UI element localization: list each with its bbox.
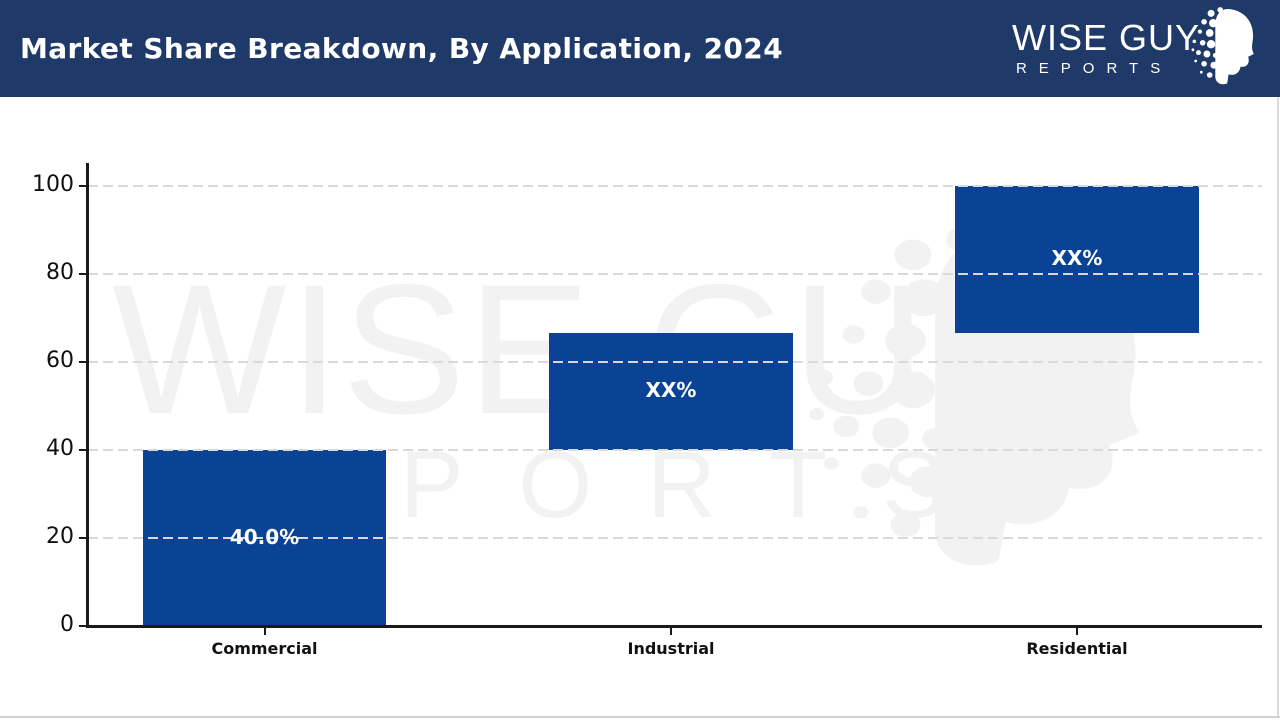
x-axis-category-label: Residential <box>1026 639 1128 658</box>
x-axis-category-label: Industrial <box>627 639 715 658</box>
y-axis-tick-label: 0 <box>60 612 74 637</box>
y-axis-tick-label: 80 <box>46 260 74 285</box>
y-axis-tick-label: 60 <box>46 348 74 373</box>
y-tick-mark <box>79 361 88 363</box>
header-bar: Market Share Breakdown, By Application, … <box>0 0 1280 97</box>
y-axis-tick-label: 40 <box>46 436 74 461</box>
x-tick-mark <box>263 627 266 635</box>
brand-logo-text: WISE GUY REPORTS <box>1011 17 1200 78</box>
bar-industrial <box>549 332 793 450</box>
y-axis-tick-label: 100 <box>32 172 74 197</box>
y-axis-line <box>86 163 89 628</box>
gridline-80 <box>88 273 1262 275</box>
dotted-head-logo-icon <box>1191 6 1254 84</box>
y-tick-mark <box>79 537 88 539</box>
gridline-40 <box>88 449 1262 451</box>
bar-value-label: XX% <box>645 378 697 403</box>
bar-value-label: XX% <box>1051 246 1103 271</box>
x-axis-line <box>86 625 1262 628</box>
gridline-100 <box>88 185 1262 187</box>
gridline-60 <box>88 361 1262 363</box>
y-tick-mark <box>79 625 88 627</box>
logo-subtext: REPORTS <box>1015 60 1173 77</box>
gridline-20 <box>88 537 1262 539</box>
brand-logo: WISE GUY REPORTS <box>1011 6 1262 89</box>
bottom-divider <box>0 716 1280 718</box>
page-title: Market Share Breakdown, By Application, … <box>20 32 784 65</box>
y-tick-mark <box>79 449 88 451</box>
x-tick-mark <box>670 627 672 635</box>
bar-value-label: 40.0% <box>229 525 300 549</box>
y-tick-mark <box>79 185 88 187</box>
y-tick-mark <box>79 273 88 275</box>
x-axis-category-label: Commercial <box>211 639 318 658</box>
y-axis-tick-label: 20 <box>46 524 74 549</box>
x-tick-mark <box>1076 627 1078 635</box>
logo-wordmark: WISE GUY <box>1011 17 1200 58</box>
right-divider <box>1277 97 1279 717</box>
